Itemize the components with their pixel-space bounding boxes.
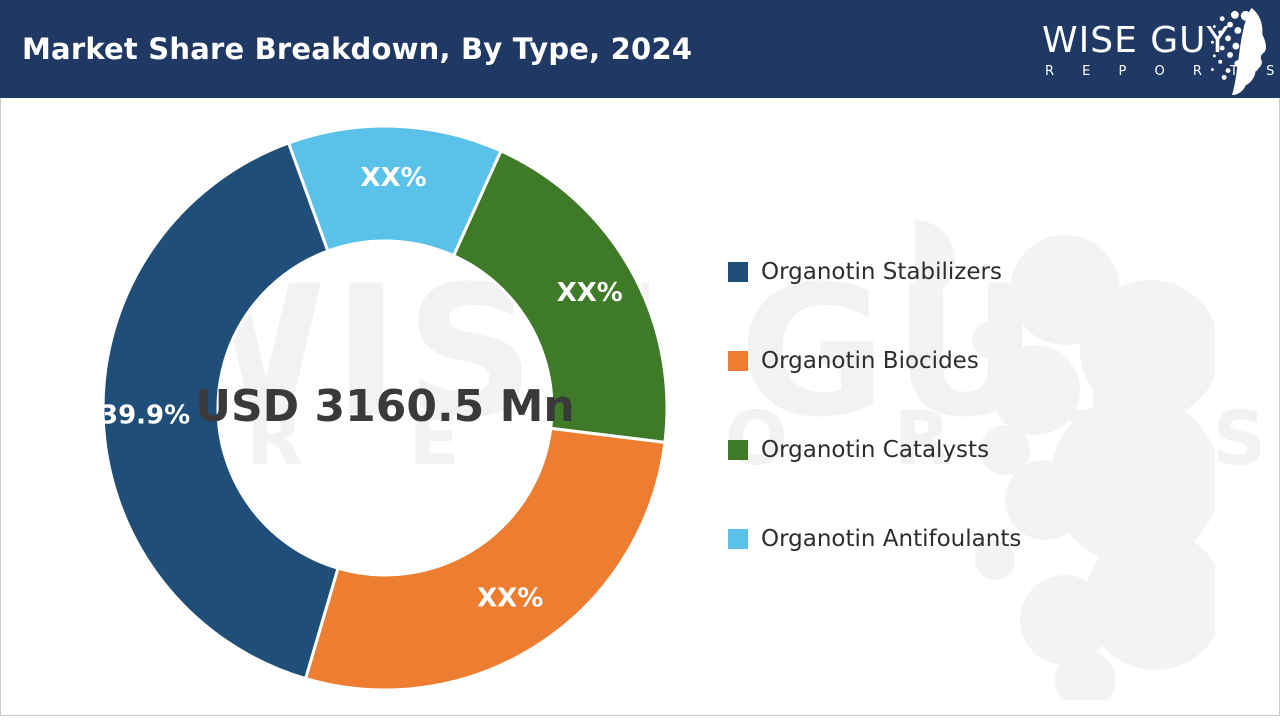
legend-swatch-icon	[728, 440, 748, 460]
legend-item-2[interactable]: Organotin Catalysts	[728, 436, 1021, 464]
legend-swatch-icon	[728, 529, 748, 549]
chart-legend: Organotin Stabilizers Organotin Biocides O…	[728, 258, 1021, 614]
segment-data-label: XX%	[557, 278, 623, 308]
donut-segment-1[interactable]	[451, 148, 669, 445]
page-title: Market Share Breakdown, By Type, 2024	[22, 32, 693, 66]
legend-item-0[interactable]: Organotin Stabilizers	[728, 258, 1021, 286]
segment-data-label: 39.9%	[100, 401, 190, 431]
segment-data-label: XX%	[361, 163, 427, 193]
wise-guy-reports-logo: WISE GUY R E P O R T S	[1018, 6, 1274, 96]
legend-label: Organotin Catalysts	[761, 437, 990, 463]
donut-segment-3[interactable]	[101, 141, 340, 681]
donut-chart: XX% XX% XX% 39.9%	[100, 124, 669, 692]
segment-data-label: XX%	[477, 584, 543, 614]
legend-swatch-icon	[728, 351, 748, 371]
logo-face-icon	[1210, 7, 1267, 96]
legend-label: Organotin Biocides	[761, 348, 979, 374]
watermark-face-graphic	[915, 220, 1215, 700]
legend-label: Organotin Antifoulants	[761, 526, 1022, 552]
legend-item-3[interactable]: Organotin Antifoulants	[728, 525, 1021, 553]
header-bar: Market Share Breakdown, By Type, 2024 WI…	[0, 0, 1280, 98]
legend-swatch-icon	[728, 262, 748, 282]
logo-wordmark: WISE GUY	[1042, 20, 1230, 61]
logo-subtitle: R E P O R T S	[1045, 64, 1280, 79]
legend-item-1[interactable]: Organotin Biocides	[728, 347, 1021, 375]
donut-segment-2[interactable]	[303, 426, 667, 692]
legend-label: Organotin Stabilizers	[761, 259, 1002, 285]
chart-center-total: USD 3160.5 Mn	[195, 381, 575, 432]
